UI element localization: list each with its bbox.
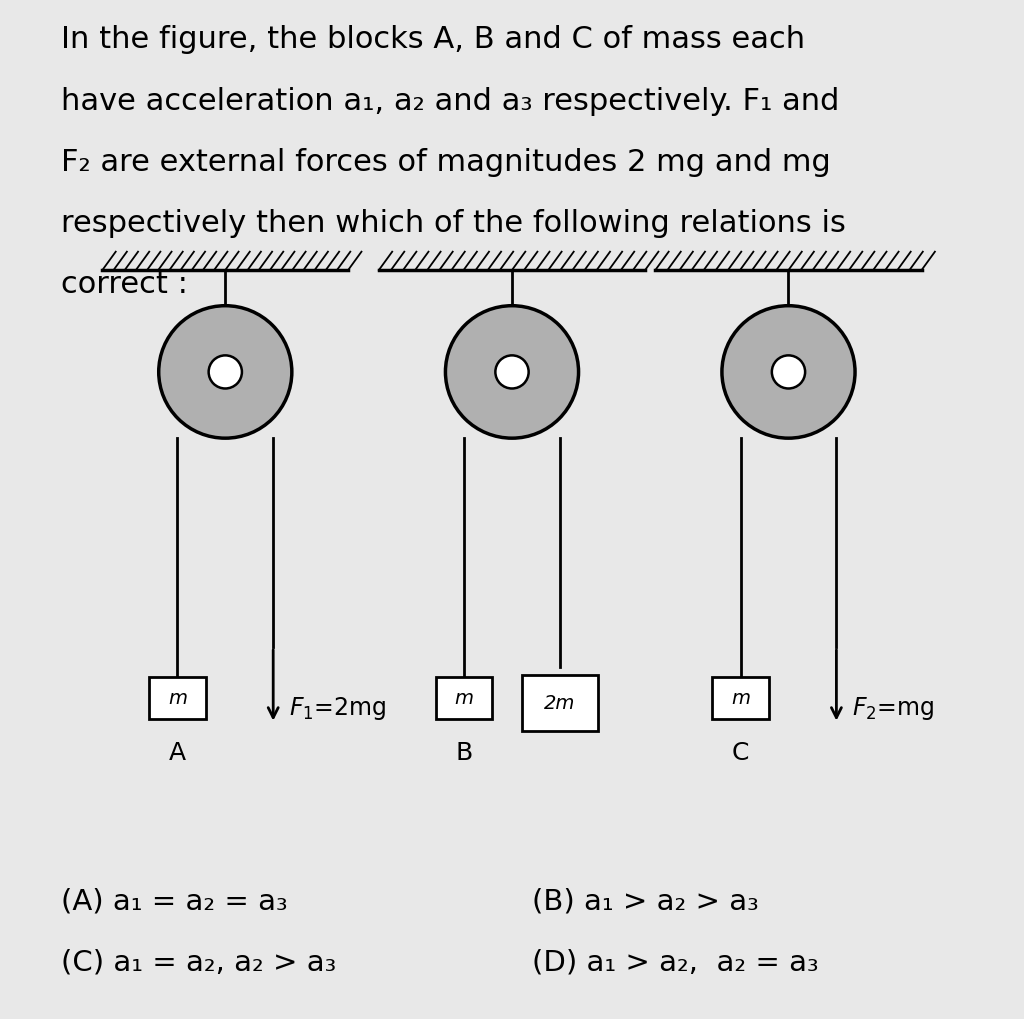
Text: (C) a₁ = a₂, a₂ > a₃: (C) a₁ = a₂, a₂ > a₃ (61, 949, 337, 977)
Text: A: A (169, 741, 186, 765)
Circle shape (496, 356, 528, 388)
Text: correct :: correct : (61, 270, 188, 299)
Text: F₂ are external forces of magnitudes 2 mg and mg: F₂ are external forces of magnitudes 2 m… (61, 148, 831, 176)
Text: (B) a₁ > a₂ > a₃: (B) a₁ > a₂ > a₃ (532, 888, 759, 916)
Text: C: C (732, 741, 750, 765)
Bar (150, 677, 206, 719)
Circle shape (159, 306, 292, 438)
Circle shape (209, 356, 242, 388)
Text: $F_1$=2mg: $F_1$=2mg (289, 695, 386, 721)
Text: (A) a₁ = a₂ = a₃: (A) a₁ = a₂ = a₃ (61, 888, 288, 916)
Bar (436, 677, 493, 719)
Circle shape (445, 306, 579, 438)
Text: In the figure, the blocks A, B and C of mass each: In the figure, the blocks A, B and C of … (61, 25, 806, 54)
Text: m: m (455, 689, 473, 707)
Bar (713, 677, 769, 719)
Circle shape (722, 306, 855, 438)
Text: m: m (168, 689, 186, 707)
Text: respectively then which of the following relations is: respectively then which of the following… (61, 209, 846, 237)
Text: have acceleration a₁, a₂ and a₃ respectively. F₁ and: have acceleration a₁, a₂ and a₃ respecti… (61, 87, 840, 115)
Text: (D) a₁ > a₂,  a₂ = a₃: (D) a₁ > a₂, a₂ = a₃ (532, 949, 819, 977)
Text: $F_2$=mg: $F_2$=mg (852, 695, 934, 721)
Circle shape (772, 356, 805, 388)
Bar (521, 676, 598, 732)
Text: m: m (731, 689, 750, 707)
Text: 2m: 2m (544, 694, 575, 712)
Text: B: B (456, 741, 473, 765)
